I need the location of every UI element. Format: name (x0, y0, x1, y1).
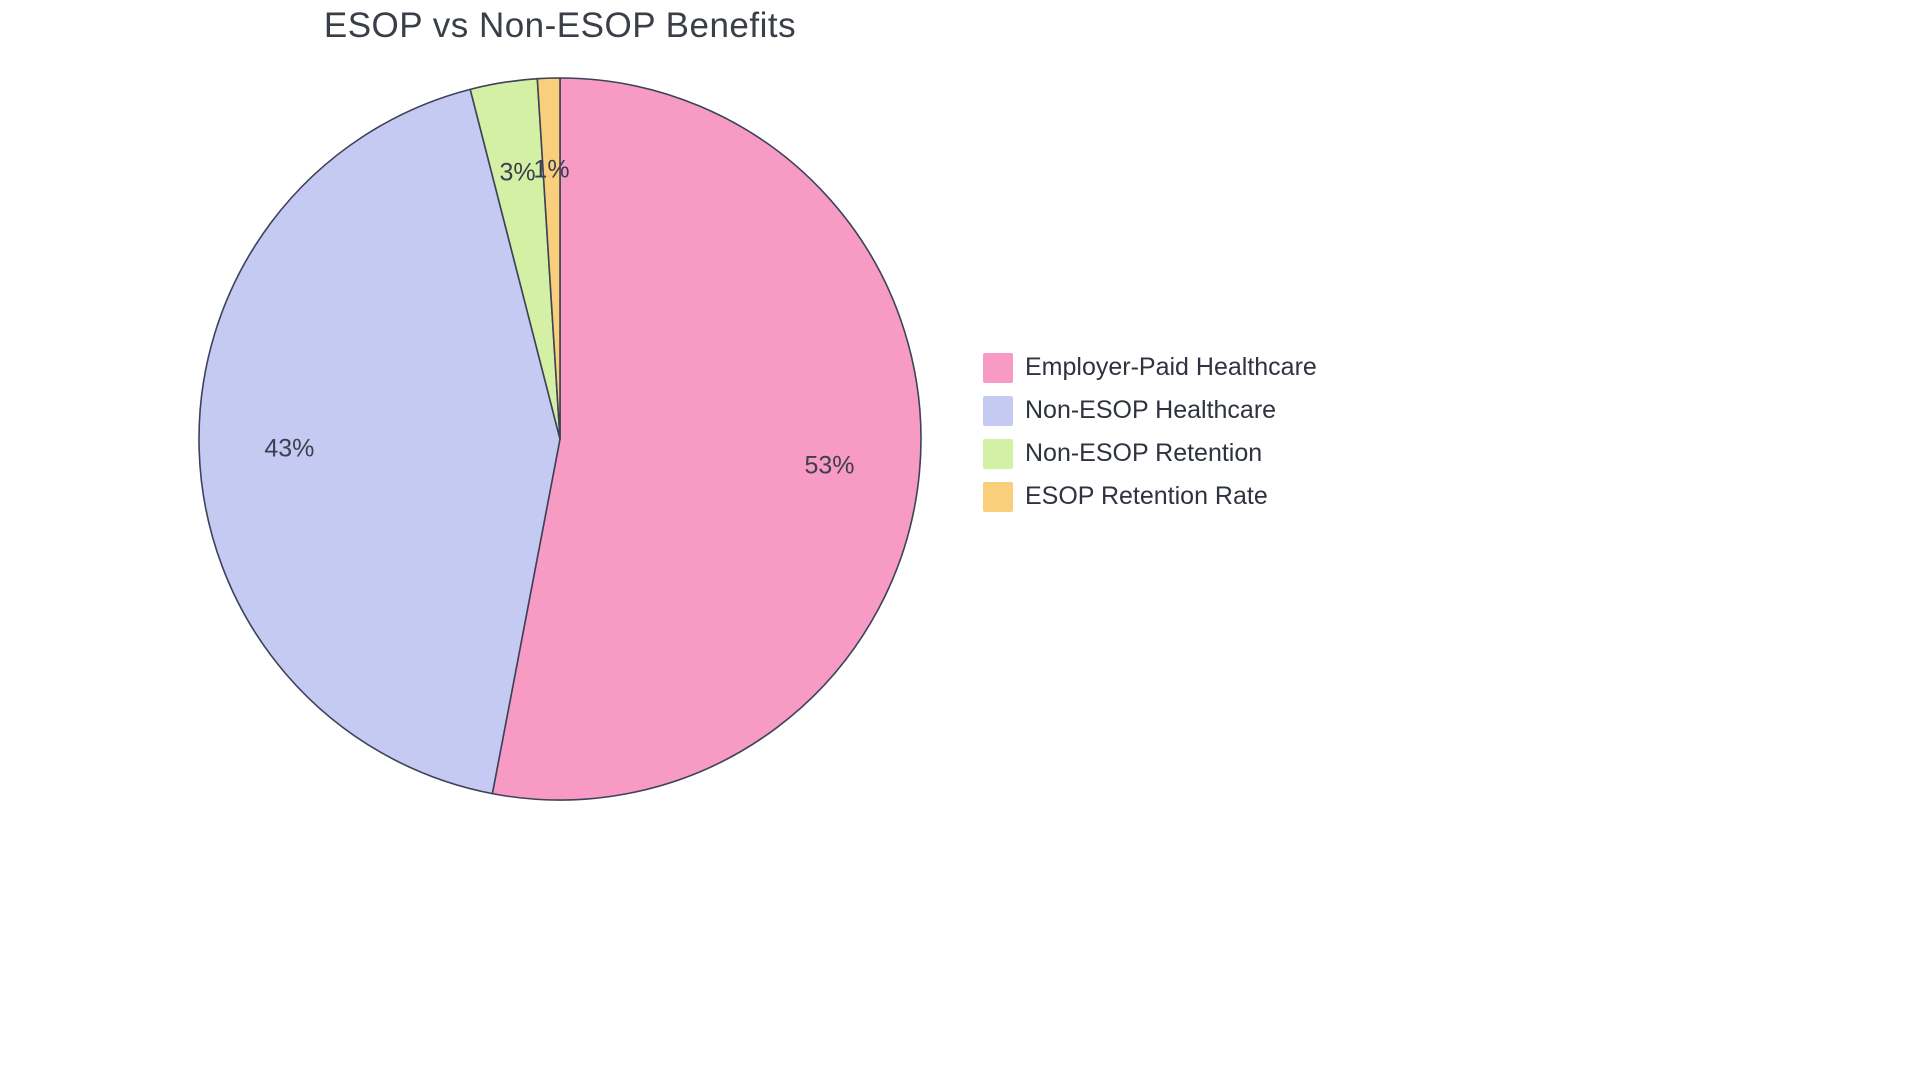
legend-label-0: Employer-Paid Healthcare (1025, 353, 1317, 381)
pie-slice-label-3: 1% (533, 155, 569, 183)
pie-slice-label-2: 3% (500, 159, 536, 187)
legend-label-1: Non-ESOP Healthcare (1025, 396, 1277, 424)
pie-slice-3 (536, 77, 561, 440)
legend-item-0: Employer-Paid Healthcare (983, 352, 1317, 383)
chart-title: ESOP vs Non-ESOP Benefits (323, 6, 797, 45)
legend-item-2: Non-ESOP Retention (983, 438, 1317, 469)
pie-slice-1 (198, 88, 561, 795)
legend-item-3: ESOP Retention Rate (983, 481, 1317, 512)
legend-swatch-1 (983, 395, 1013, 426)
legend-label-3: ESOP Retention Rate (1025, 482, 1268, 510)
legend-swatch-0 (983, 352, 1013, 383)
legend-label-2: Non-ESOP Retention (1025, 439, 1263, 467)
legend-swatch-2 (983, 438, 1013, 469)
pie-slice-0 (491, 77, 922, 801)
pie-slice-label-1: 43% (264, 435, 314, 463)
legend-item-1: Non-ESOP Healthcare (983, 395, 1317, 426)
pie-slice-label-0: 53% (804, 452, 854, 480)
legend-swatch-3 (983, 481, 1013, 512)
chart-legend: Employer-Paid Healthcare Non-ESOP Healthc… (983, 352, 1317, 512)
